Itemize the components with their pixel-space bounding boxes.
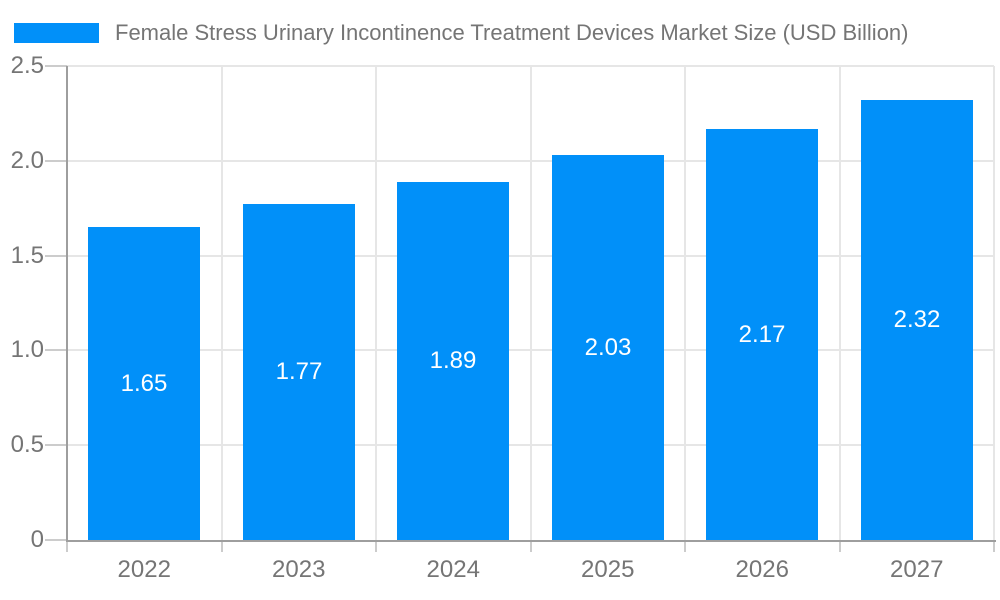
legend-swatch <box>14 23 99 43</box>
x-axis-tick <box>530 540 532 552</box>
v-gridline <box>530 66 532 540</box>
y-tick-label: 1.5 <box>10 241 44 269</box>
bar-value-label: 1.89 <box>429 347 477 374</box>
y-tick-label: 1.0 <box>10 336 44 364</box>
chart-title: Female Stress Urinary Incontinence Treat… <box>115 20 909 45</box>
x-axis-tick <box>684 540 686 552</box>
x-tick-label: 2024 <box>426 556 480 583</box>
x-axis-tick <box>66 540 68 552</box>
x-axis-tick <box>221 540 223 552</box>
x-tick-label: 2027 <box>890 556 944 583</box>
v-gridline <box>684 66 686 540</box>
y-axis-tick <box>45 65 67 67</box>
bar-value-label: 2.32 <box>893 306 941 333</box>
y-tick-label: 2.0 <box>10 146 44 174</box>
x-tick-label: 2025 <box>581 556 635 583</box>
bar-2023[interactable]: 1.77 <box>243 204 355 540</box>
bar-value-label: 1.65 <box>120 369 168 397</box>
y-axis-line <box>66 66 68 542</box>
v-gridline <box>993 66 995 540</box>
y-axis-tick <box>45 349 67 352</box>
x-tick-label: 2023 <box>272 556 326 583</box>
bar-value-label: 1.77 <box>275 358 323 385</box>
v-gridline <box>375 66 377 540</box>
y-tick-label: 0 <box>30 526 44 553</box>
x-tick-label: 2026 <box>735 556 789 583</box>
bar-2026[interactable]: 2.17 <box>706 129 818 540</box>
bar-2025[interactable]: 2.03 <box>552 155 664 540</box>
x-tick-label: 2022 <box>117 556 171 583</box>
legend-item[interactable]: Female Stress Urinary Incontinence Treat… <box>14 20 909 46</box>
y-axis-tick <box>45 444 67 447</box>
x-axis-tick <box>375 540 377 552</box>
y-axis-tick <box>45 254 67 257</box>
plot-area: 0 0.5 1.0 1.5 2.0 2.5 1.65 2022 1.77 2023 1.89 2024… <box>11 52 996 583</box>
bar-value-label: 2.17 <box>738 320 786 348</box>
bar-2027[interactable]: 2.32 <box>861 100 973 540</box>
bar-2024[interactable]: 1.89 <box>397 182 509 540</box>
bar-2022[interactable]: 1.65 <box>88 227 200 540</box>
x-axis-tick <box>993 540 995 552</box>
y-axis-tick <box>45 539 67 541</box>
x-axis-tick <box>839 540 841 552</box>
v-gridline <box>839 66 841 540</box>
y-axis-tick <box>45 159 67 162</box>
y-tick-label: 2.5 <box>10 52 44 79</box>
v-gridline <box>221 66 223 540</box>
bar-value-label: 2.03 <box>584 333 632 361</box>
y-tick-label: 0.5 <box>10 431 44 459</box>
x-axis-line <box>66 540 996 542</box>
